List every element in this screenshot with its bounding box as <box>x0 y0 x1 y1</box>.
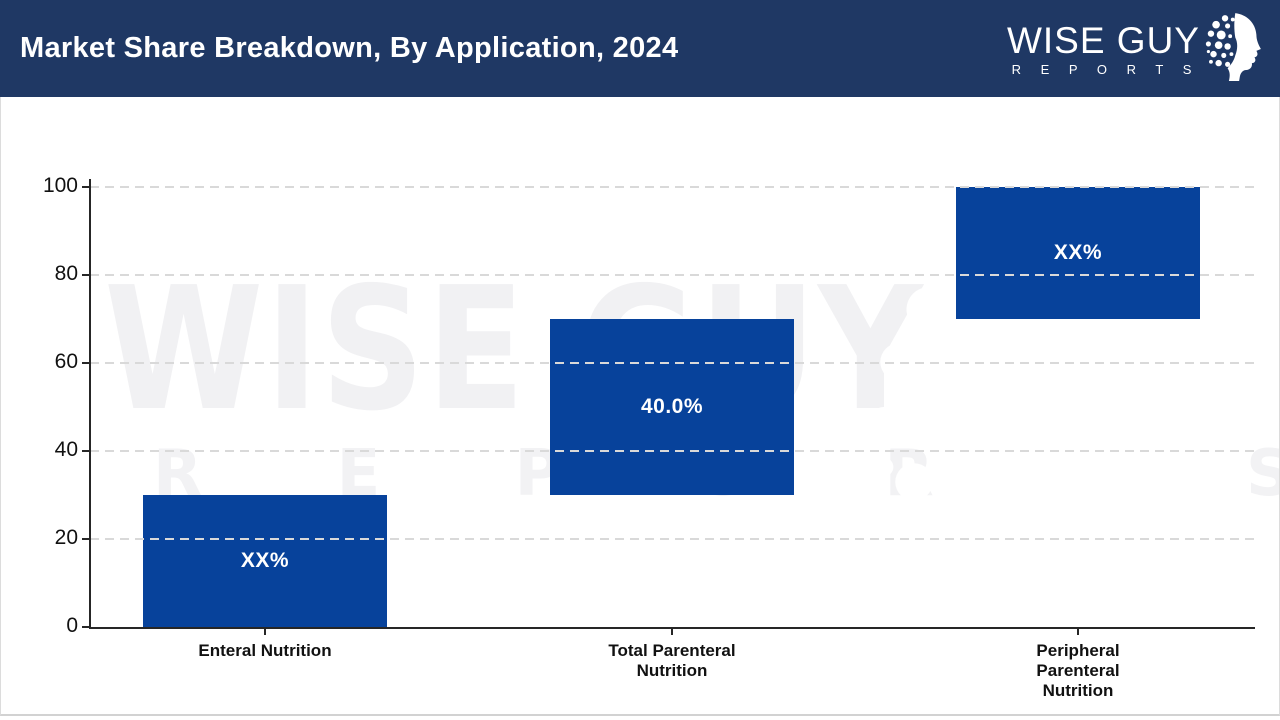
x-tick-mark-peripheral-parenteral-nutrition <box>1077 627 1079 635</box>
bar-enteral-nutrition: XX% <box>143 495 387 627</box>
y-axis-line <box>89 179 91 629</box>
header-bar: Market Share Breakdown, By Application, … <box>0 0 1280 97</box>
plot-area: 0 20 40 60 80 100 XX% Enteral Nutrition 40.0% Tot… <box>1 97 1279 714</box>
gridline-60 <box>90 362 1254 364</box>
bar-value-label: XX% <box>1053 241 1103 264</box>
bar-total-parenteral-nutrition: 40.0% <box>550 319 794 495</box>
logo-text: WISE GUY R E P O R T S <box>1007 22 1200 76</box>
y-tick-label-20: 20 <box>54 526 78 549</box>
gridline-80 <box>90 274 1254 276</box>
logo-subtitle: R E P O R T S <box>1011 61 1200 77</box>
chart-canvas: WISE GUY R E P O R T S 020406080100XX%En… <box>0 97 1280 716</box>
page-title: Market Share Breakdown, By Application, … <box>20 32 679 64</box>
wiseguy-logo: WISE GUY R E P O R T S <box>1007 7 1266 91</box>
category-label-line: Total Parenteral <box>608 641 736 660</box>
watermark-wordmark: WISE GUY <box>104 251 925 449</box>
x-tick-mark-total-parenteral-nutrition <box>671 627 673 635</box>
category-label-line: Peripheral <box>1036 641 1120 660</box>
y-tick-mark-100 <box>82 186 90 188</box>
category-label-enteral-nutrition: Enteral Nutrition <box>135 641 395 661</box>
category-label-total-parenteral-nutrition: Total Parenteral Nutrition <box>542 641 802 681</box>
category-label-peripheral-parenteral-nutrition: Peripheral Parenteral Nutrition <box>948 641 1208 701</box>
y-tick-mark-80 <box>82 274 90 276</box>
bar-value-label: XX% <box>240 549 290 572</box>
logo-face-icon <box>1205 12 1261 81</box>
y-tick-label-40: 40 <box>54 438 78 461</box>
y-tick-label-60: 60 <box>54 350 78 373</box>
y-tick-label-100: 100 <box>42 174 78 197</box>
x-tick-mark-enteral-nutrition <box>264 627 266 635</box>
category-label-line: Parenteral <box>1036 661 1120 680</box>
y-tick-mark-0 <box>82 626 90 628</box>
gridline-100 <box>90 186 1254 188</box>
gridline-40 <box>90 450 1254 452</box>
y-tick-mark-40 <box>82 450 90 452</box>
y-tick-mark-20 <box>82 538 90 540</box>
bar-peripheral-parenteral-nutrition: XX% <box>956 187 1200 319</box>
y-tick-label-80: 80 <box>54 262 78 285</box>
y-tick-mark-60 <box>82 362 90 364</box>
category-label-line: Nutrition <box>636 661 708 680</box>
category-label-line: Nutrition <box>1042 681 1114 700</box>
bar-value-label: 40.0% <box>640 395 704 418</box>
gridline-20 <box>90 538 1254 540</box>
logo-wordmark: WISE GUY <box>1006 19 1200 61</box>
category-label-line: Enteral Nutrition <box>198 641 332 660</box>
y-tick-label-0: 0 <box>66 614 78 637</box>
